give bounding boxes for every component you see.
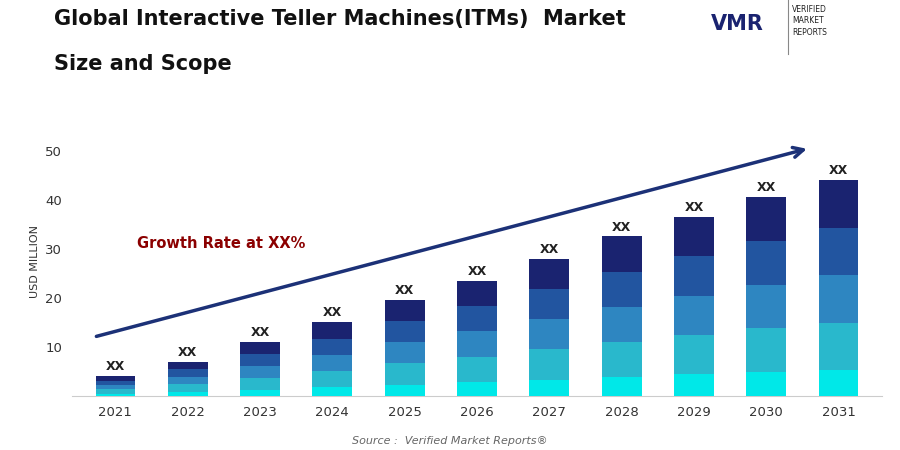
- Text: VMR: VMR: [711, 14, 764, 33]
- Bar: [819, 275, 859, 323]
- Bar: [312, 371, 352, 387]
- Bar: [602, 306, 642, 342]
- Text: XX: XX: [250, 326, 270, 339]
- Bar: [385, 364, 425, 384]
- Text: Size and Scope: Size and Scope: [54, 54, 232, 74]
- Text: Growth Rate at XX%: Growth Rate at XX%: [137, 236, 305, 251]
- Bar: [746, 285, 787, 328]
- Bar: [529, 319, 569, 349]
- Text: XX: XX: [323, 306, 342, 320]
- Bar: [529, 379, 569, 396]
- Bar: [746, 328, 787, 372]
- Bar: [167, 377, 208, 384]
- Bar: [674, 335, 714, 374]
- Bar: [674, 296, 714, 335]
- Bar: [95, 381, 135, 385]
- Text: Source :  Verified Market Reports®: Source : Verified Market Reports®: [352, 436, 548, 446]
- Bar: [819, 228, 859, 275]
- Bar: [457, 382, 497, 396]
- Bar: [529, 289, 569, 319]
- Bar: [167, 369, 208, 377]
- Bar: [240, 354, 280, 366]
- Text: VERIFIED
MARKET
REPORTS: VERIFIED MARKET REPORTS: [792, 4, 827, 37]
- Bar: [312, 355, 352, 371]
- Text: XX: XX: [829, 164, 848, 177]
- Bar: [457, 281, 497, 306]
- Bar: [602, 342, 642, 377]
- Bar: [240, 390, 280, 396]
- Bar: [95, 394, 135, 396]
- Bar: [385, 321, 425, 342]
- Bar: [240, 366, 280, 378]
- Bar: [457, 306, 497, 331]
- Bar: [385, 300, 425, 321]
- Bar: [385, 384, 425, 396]
- Bar: [95, 385, 135, 389]
- Bar: [674, 374, 714, 396]
- Text: XX: XX: [178, 346, 197, 359]
- Bar: [529, 349, 569, 379]
- Bar: [746, 197, 787, 241]
- Y-axis label: USD MILLION: USD MILLION: [30, 225, 40, 297]
- Bar: [602, 377, 642, 396]
- Bar: [240, 378, 280, 390]
- Bar: [819, 370, 859, 396]
- Bar: [312, 387, 352, 396]
- Text: XX: XX: [684, 201, 704, 214]
- Bar: [95, 376, 135, 381]
- Bar: [457, 331, 497, 357]
- Bar: [385, 342, 425, 364]
- Text: XX: XX: [612, 220, 631, 234]
- Text: Global Interactive Teller Machines(ITMs)  Market: Global Interactive Teller Machines(ITMs)…: [54, 9, 626, 29]
- Bar: [95, 389, 135, 394]
- Text: XX: XX: [395, 284, 414, 297]
- Bar: [529, 259, 569, 289]
- Text: XX: XX: [757, 181, 776, 194]
- Bar: [240, 342, 280, 354]
- Bar: [312, 322, 352, 338]
- Bar: [167, 362, 208, 369]
- Bar: [167, 384, 208, 392]
- Bar: [674, 256, 714, 296]
- Bar: [674, 217, 714, 256]
- Text: XX: XX: [106, 360, 125, 374]
- Text: XX: XX: [467, 265, 487, 278]
- Bar: [602, 236, 642, 271]
- Bar: [167, 392, 208, 396]
- Bar: [819, 180, 859, 228]
- Bar: [312, 338, 352, 355]
- Text: XX: XX: [540, 243, 559, 256]
- Bar: [602, 271, 642, 306]
- Bar: [819, 323, 859, 370]
- Bar: [746, 372, 787, 396]
- Bar: [457, 357, 497, 382]
- Bar: [746, 241, 787, 285]
